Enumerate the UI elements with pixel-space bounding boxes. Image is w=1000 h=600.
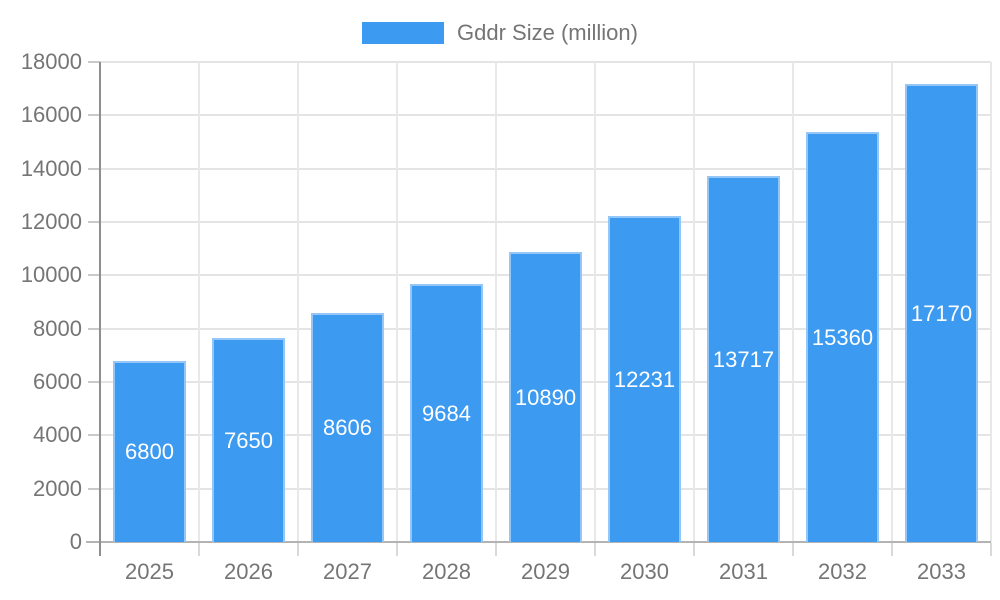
y-axis-tick [88, 327, 100, 330]
bar-value-label: 6800 [125, 439, 174, 465]
y-axis-label: 6000 [33, 369, 82, 394]
bar-2026[interactable]: 7650 [212, 338, 285, 542]
bar-2031[interactable]: 13717 [707, 176, 780, 542]
gridline-vertical [297, 62, 299, 542]
bar-2025[interactable]: 6800 [113, 360, 186, 542]
y-axis-label: 14000 [20, 155, 82, 181]
x-axis-label: 2026 [224, 559, 273, 584]
bar-value-label: 7650 [224, 428, 273, 453]
bar-2032[interactable]: 15360 [806, 132, 879, 542]
x-axis-label: 2025 [125, 559, 174, 584]
bar-2027[interactable]: 8606 [311, 312, 384, 542]
y-axis-tick [88, 221, 100, 223]
x-axis-label: 2030 [620, 559, 669, 584]
y-axis-tick [88, 61, 100, 63]
y-axis-label: 10000 [20, 262, 82, 288]
legend-label: Gddr Size (million) [457, 20, 638, 45]
legend-swatch [362, 22, 445, 44]
gridline-horizontal [100, 114, 991, 117]
bar-value-label: 15360 [811, 325, 874, 351]
gridline-horizontal [100, 167, 991, 170]
chart-legend[interactable]: Gddr Size (million) [0, 18, 1000, 48]
x-axis-tick [495, 543, 497, 556]
y-axis-label: 0 [69, 529, 82, 554]
bar-value-label: 13717 [712, 347, 775, 373]
gridline-vertical [990, 62, 992, 542]
gridline-vertical [891, 62, 893, 542]
bar-value-label: 17170 [910, 301, 973, 327]
y-axis-label: 4000 [33, 422, 82, 448]
bar-value-label: 8606 [323, 415, 372, 441]
x-axis-line [86, 541, 991, 543]
y-axis-tick [88, 487, 100, 490]
bar-2029[interactable]: 10890 [509, 251, 582, 542]
y-axis-label: 12000 [20, 209, 82, 234]
bar-value-label: 12231 [613, 366, 676, 392]
x-axis-tick [594, 543, 596, 556]
y-axis-tick [88, 434, 100, 437]
y-axis-tick [88, 167, 100, 170]
x-axis-tick [792, 543, 794, 556]
x-axis-tick [198, 543, 200, 556]
bar-2028[interactable]: 9684 [410, 283, 483, 542]
x-axis-label: 2027 [323, 559, 372, 584]
gridline-vertical [594, 62, 596, 542]
bar-value-label: 9684 [422, 400, 471, 426]
bar-2030[interactable]: 12231 [608, 215, 681, 542]
y-axis-label: 2000 [33, 475, 82, 501]
x-axis-label: 2033 [917, 559, 966, 584]
x-axis-tick [693, 543, 695, 556]
gridline-horizontal [100, 61, 991, 63]
x-axis-tick [297, 543, 299, 556]
x-axis-label: 2029 [521, 559, 570, 584]
y-axis-tick [88, 381, 100, 383]
gridline-vertical [198, 62, 200, 542]
y-axis-label: 16000 [20, 102, 82, 128]
gridline-vertical [792, 62, 794, 542]
y-axis-tick [88, 114, 100, 117]
x-axis-label: 2032 [818, 559, 867, 584]
gridline-vertical [693, 62, 695, 542]
y-axis-label: 8000 [33, 315, 82, 341]
bar-value-label: 10890 [514, 384, 577, 410]
y-axis-label: 18000 [20, 49, 82, 74]
y-axis-line [99, 62, 101, 556]
gridline-vertical [495, 62, 497, 542]
y-axis-tick [88, 274, 100, 277]
x-axis-label: 2028 [422, 559, 471, 584]
gridline-vertical [396, 62, 398, 542]
x-axis-tick [990, 543, 992, 556]
x-axis-tick [396, 543, 398, 556]
bar-2033[interactable]: 17170 [905, 84, 978, 542]
gridline-horizontal [100, 221, 991, 223]
x-axis-tick [891, 543, 893, 556]
x-axis-label: 2031 [719, 559, 768, 584]
